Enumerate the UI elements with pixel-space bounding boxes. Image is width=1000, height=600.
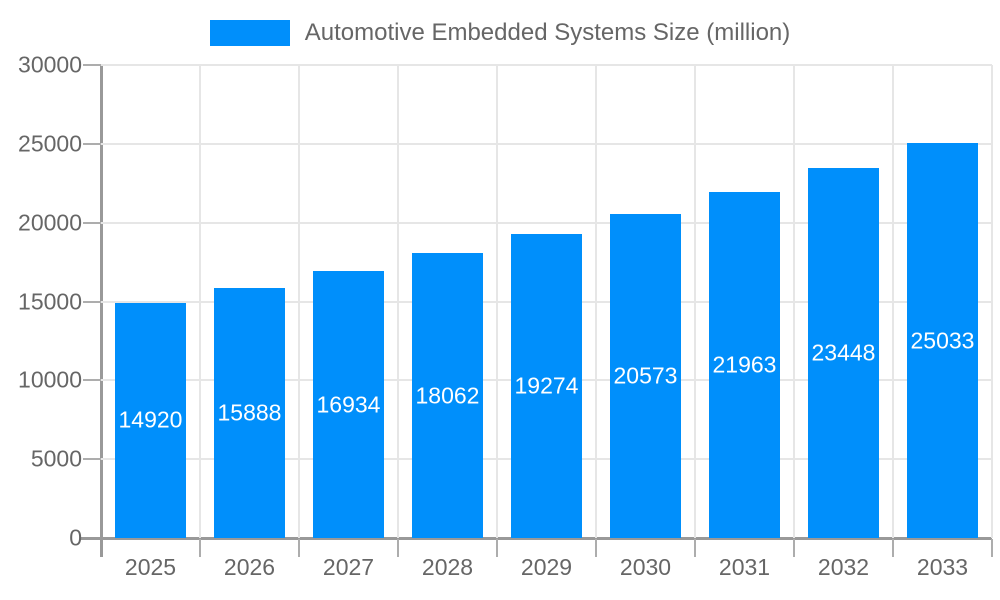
x-gridline <box>892 65 894 538</box>
x-gridline <box>991 65 993 538</box>
bar-2026 <box>214 287 285 538</box>
x-axis-label: 2030 <box>619 554 672 580</box>
x-axis-tick <box>298 539 300 557</box>
x-axis-label: 2033 <box>916 554 969 580</box>
x-axis-tick <box>199 539 201 557</box>
x-axis-tick <box>694 539 696 557</box>
y-axis-tick <box>83 64 101 66</box>
bar-value-label: 21963 <box>712 351 777 378</box>
y-gridline <box>101 64 992 66</box>
x-axis-tick <box>892 539 894 557</box>
y-axis-label: 5000 <box>30 445 82 472</box>
bar-value-label: 20573 <box>613 362 678 389</box>
bar-value-label: 14920 <box>118 406 183 433</box>
x-gridline <box>793 65 795 538</box>
y-axis-tick <box>83 300 101 303</box>
x-gridline <box>199 65 201 538</box>
bar-2032 <box>808 168 879 538</box>
y-axis-line <box>100 64 103 557</box>
y-gridline <box>101 142 992 145</box>
x-axis-tick <box>595 539 597 557</box>
x-gridline <box>595 65 597 538</box>
y-axis-label: 10000 <box>18 366 82 393</box>
x-axis-label: 2027 <box>322 554 375 580</box>
legend: Automotive Embedded Systems Size (millio… <box>0 19 1000 47</box>
x-gridline <box>496 65 498 538</box>
x-axis-line <box>80 537 992 540</box>
y-axis-label: 25000 <box>18 130 82 157</box>
x-gridline <box>397 65 399 538</box>
x-gridline <box>298 65 300 538</box>
bar-2027 <box>313 271 384 538</box>
x-axis-label: 2028 <box>421 554 474 580</box>
bar-2029 <box>511 234 582 538</box>
x-axis-label: 2029 <box>520 554 573 580</box>
x-axis-label: 2031 <box>718 554 771 580</box>
y-axis-tick <box>83 142 101 145</box>
x-axis-tick <box>397 539 399 557</box>
bar-value-label: 18062 <box>415 382 480 409</box>
legend-label: Automotive Embedded Systems Size (millio… <box>304 19 791 46</box>
x-axis-tick <box>496 539 498 557</box>
x-axis-tick <box>991 539 993 557</box>
x-axis-label: 2032 <box>817 554 870 580</box>
bar-value-label: 15888 <box>217 399 282 426</box>
bar-2033 <box>907 143 978 538</box>
y-gridline <box>101 221 992 224</box>
bar-2025 <box>115 302 186 538</box>
bar-2031 <box>709 191 780 538</box>
y-axis-label: 20000 <box>18 209 82 236</box>
bar-2030 <box>610 213 681 538</box>
x-axis-tick <box>793 539 795 557</box>
bar-value-label: 23448 <box>811 339 876 366</box>
x-axis-label: 2026 <box>223 554 276 580</box>
y-axis-tick <box>83 379 101 382</box>
y-axis-label: 0 <box>69 524 82 551</box>
x-axis-label: 2025 <box>124 554 177 580</box>
plot-area: 14920 15888 16934 18062 19274 20573 21963 23448… <box>101 64 993 538</box>
y-axis-label: 30000 <box>18 51 82 78</box>
bar-2028 <box>412 253 483 538</box>
bar-value-label: 16934 <box>316 391 381 417</box>
y-axis-tick <box>83 458 101 461</box>
legend-swatch <box>209 20 290 46</box>
bar-value-label: 25033 <box>910 327 975 354</box>
bar-value-label: 19274 <box>514 372 579 399</box>
x-gridline <box>694 65 696 538</box>
y-axis-label: 15000 <box>18 288 82 314</box>
y-axis-tick <box>83 221 101 224</box>
